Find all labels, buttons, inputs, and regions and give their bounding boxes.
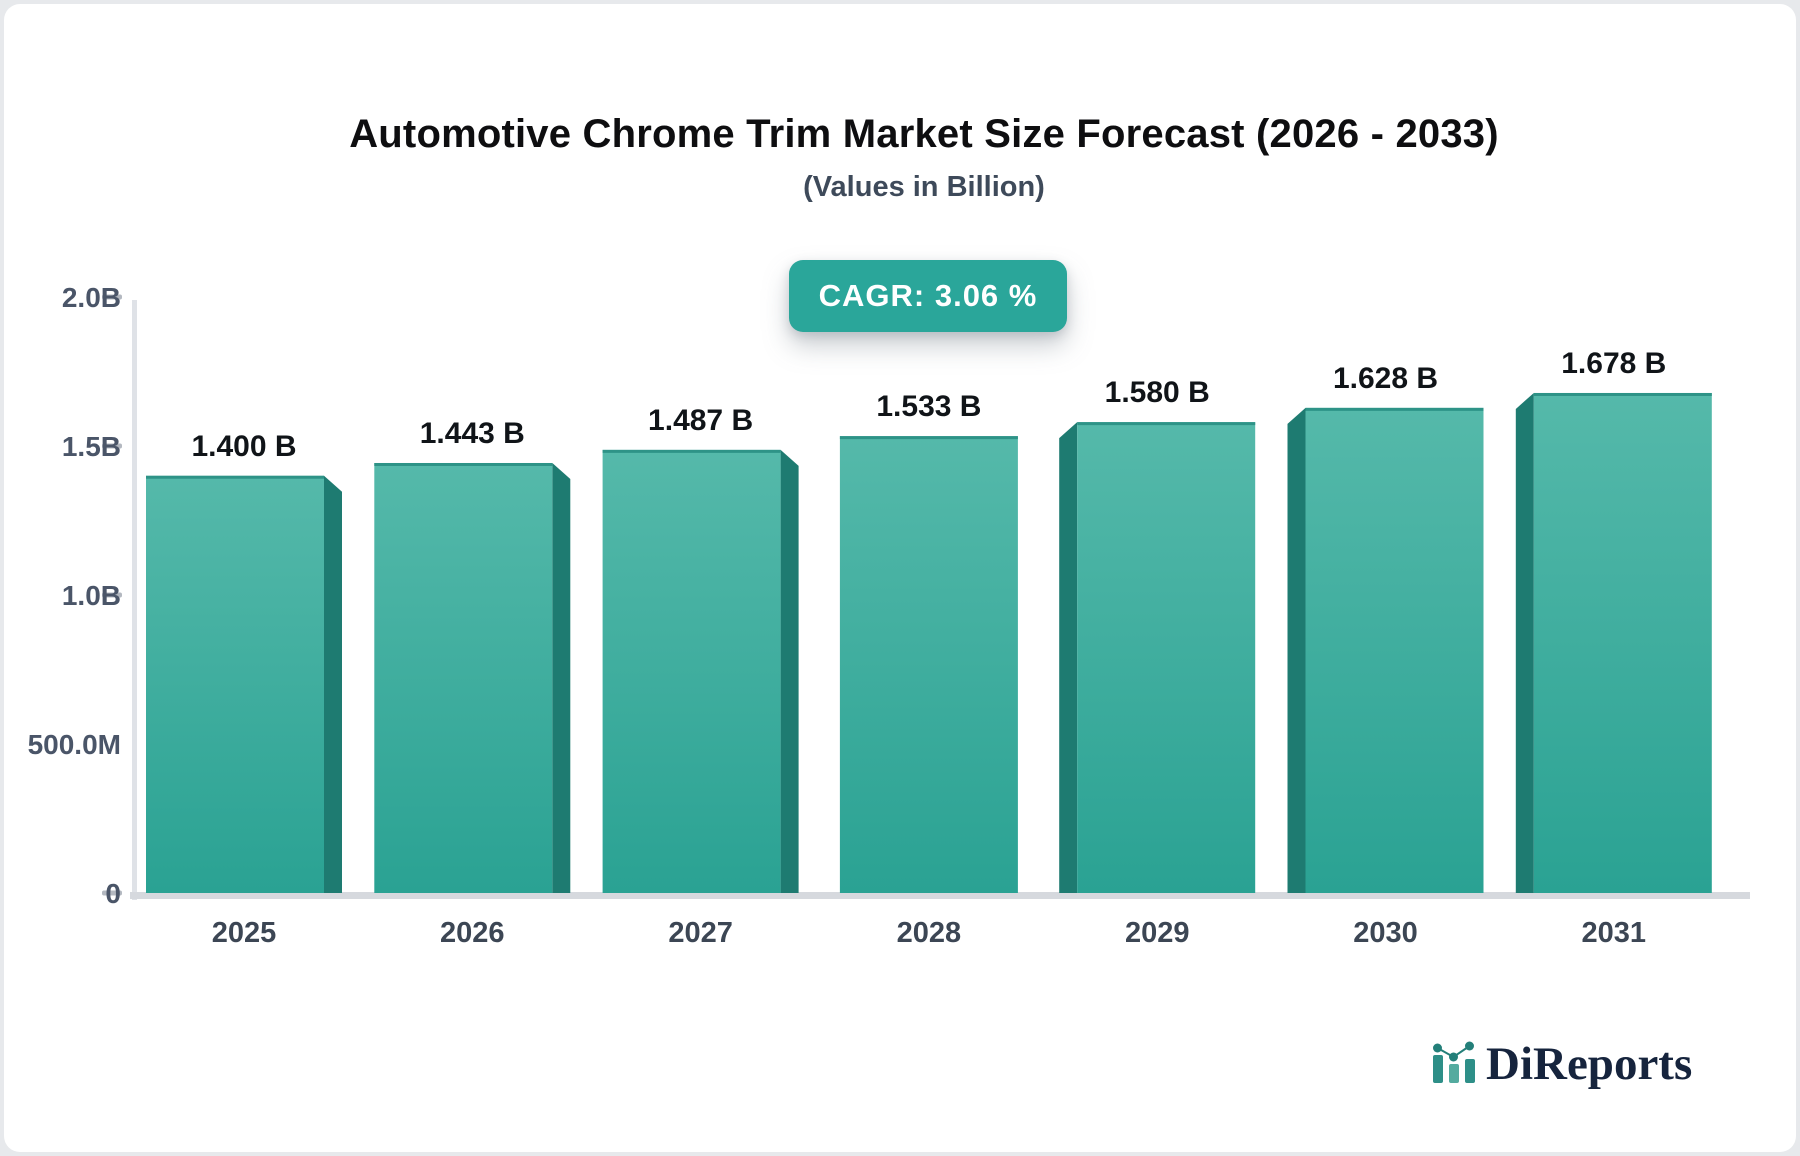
bar-value-label: 1.580 B xyxy=(1105,376,1210,409)
y-tick-dash xyxy=(102,294,122,300)
bar-2028[interactable] xyxy=(839,436,1018,893)
bar-side-face xyxy=(1287,407,1306,893)
bar-2031[interactable] xyxy=(1533,392,1712,893)
x-tick-label: 2028 xyxy=(897,917,962,949)
y-tick-label: 1.0B xyxy=(62,580,121,611)
logo-bars-icon xyxy=(1433,1041,1475,1083)
bar-2029[interactable] xyxy=(1077,422,1256,893)
x-tick-label: 2030 xyxy=(1353,917,1418,949)
bar-2025[interactable] xyxy=(146,475,324,893)
bar-side-face xyxy=(324,475,342,893)
chart-card: Automotive Chrome Trim Market Size Forec… xyxy=(4,4,1796,1152)
x-tick-label: 2027 xyxy=(668,917,733,949)
y-tick-label: 500.0M xyxy=(28,729,121,760)
bar-value-label: 1.678 B xyxy=(1561,347,1666,380)
bar-2030[interactable] xyxy=(1305,407,1484,893)
brand-name: DiReports xyxy=(1486,1037,1693,1090)
bar-side-face xyxy=(1515,392,1534,893)
y-tick-dash xyxy=(102,592,122,598)
bar-side-face xyxy=(1059,422,1078,893)
cagr-badge: CAGR: 3.06 % xyxy=(789,260,1067,332)
bar-value-label: 1.487 B xyxy=(648,404,753,437)
x-tick-label: 2029 xyxy=(1125,917,1190,949)
bar-2026[interactable] xyxy=(374,462,553,893)
bar-side-face xyxy=(780,449,799,893)
bar-value-label: 1.628 B xyxy=(1333,362,1438,395)
brand-logo[interactable]: DiReports xyxy=(1432,1034,1732,1094)
bar-value-label: 1.533 B xyxy=(876,390,981,423)
x-tick-label: 2031 xyxy=(1582,917,1647,949)
y-tick-label: 1.5B xyxy=(62,431,121,462)
x-tick-label: 2026 xyxy=(440,917,505,949)
bar-side-face xyxy=(552,462,571,893)
bar-chart: 0 500.0M 1.0B 1.5B 2.0B 1.400 B 2025 1.443 B 202… xyxy=(28,282,1750,949)
bar-value-label: 1.400 B xyxy=(191,430,296,463)
y-axis-line xyxy=(132,300,137,900)
y-tick-dash xyxy=(102,890,122,896)
bar-value-label: 1.443 B xyxy=(420,417,525,450)
y-tick-dash xyxy=(102,443,122,449)
y-tick-label: 2.0B xyxy=(62,282,121,313)
x-baseline xyxy=(130,892,1750,899)
x-tick-label: 2025 xyxy=(212,917,277,949)
y-tick-label: 0 xyxy=(105,878,121,909)
bar-2027[interactable] xyxy=(602,449,781,893)
